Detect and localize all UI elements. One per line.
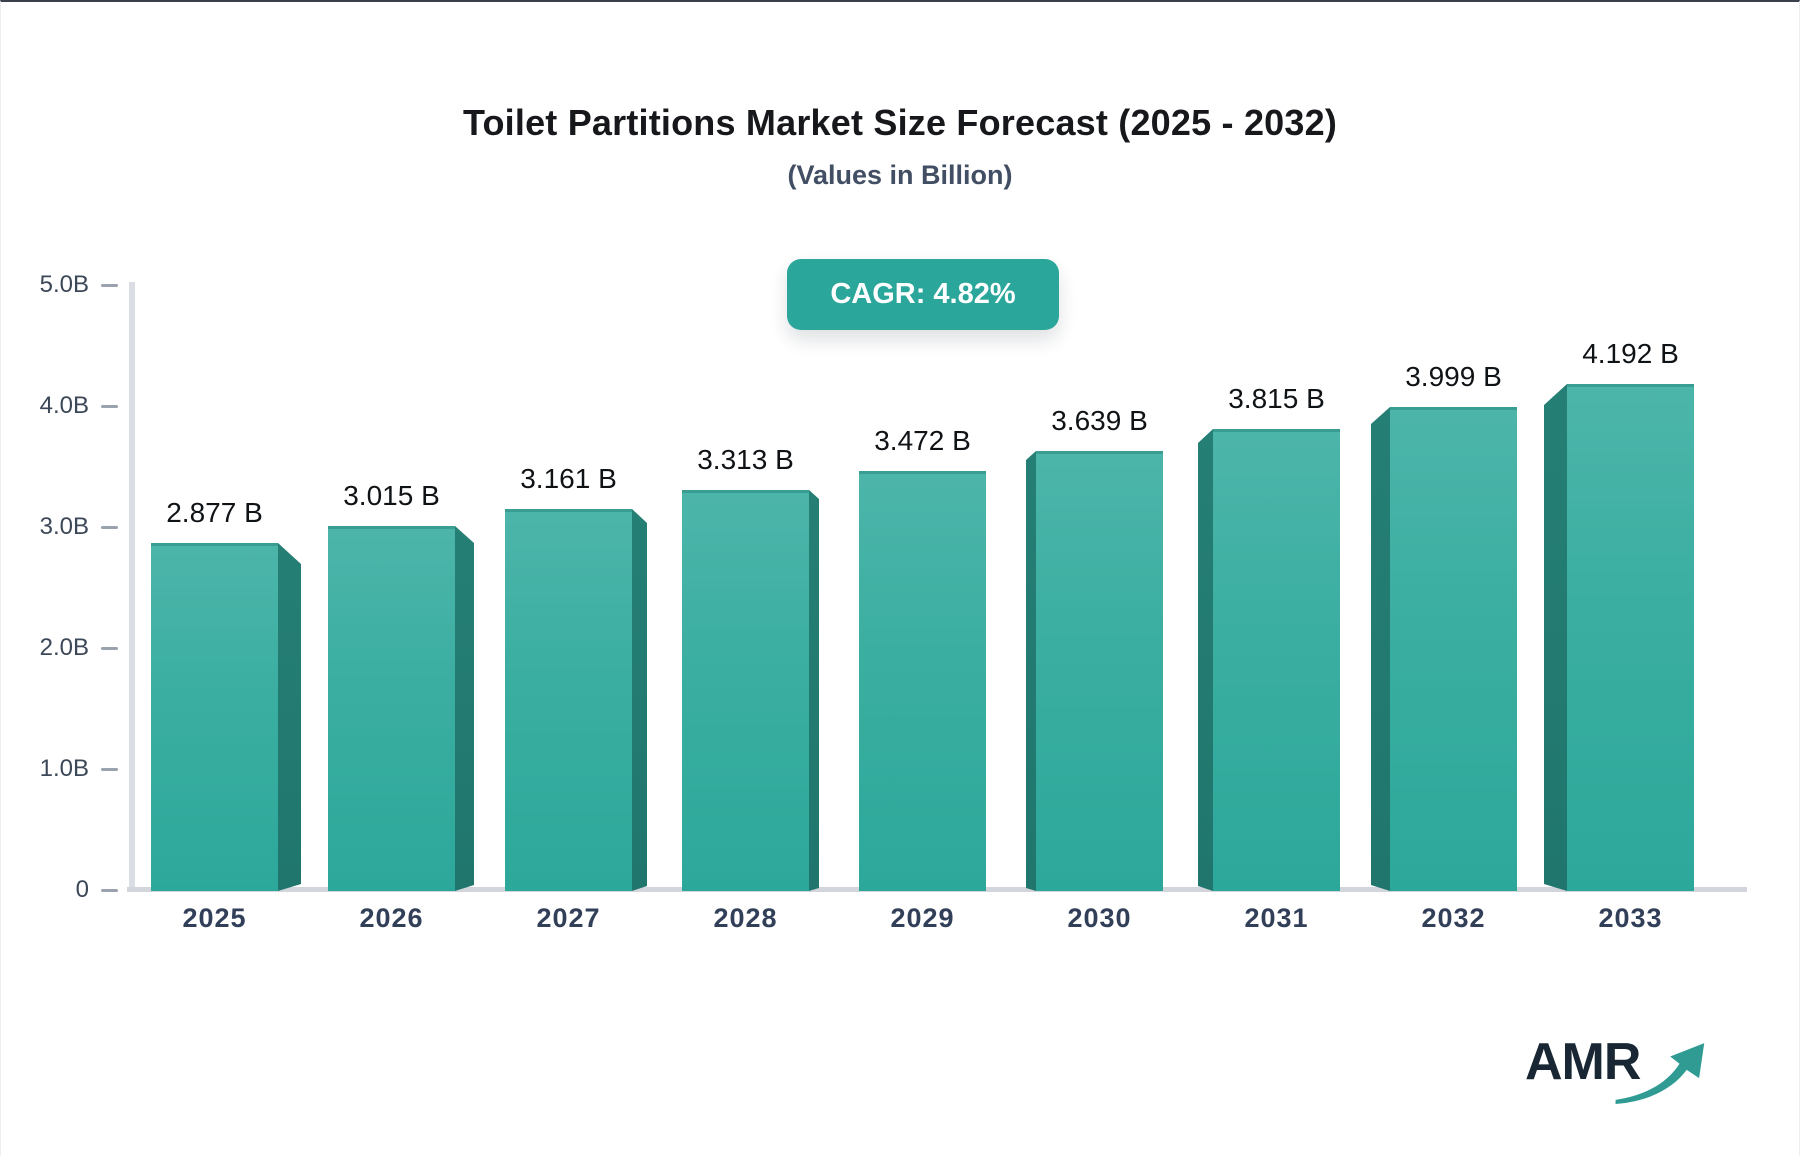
bar-value-label: 3.161 B [520,463,617,494]
bar-value-label: 3.313 B [697,444,794,475]
y-axis-tick-label: 0 [75,876,89,903]
x-axis-label-2031: 2031 [1244,903,1309,933]
bar-2027 [505,509,632,891]
bar-side-panel [455,526,474,891]
bar-2031 [1213,429,1340,891]
bar-value-label: 3.639 B [1051,405,1148,436]
y-axis-tick-mark [101,284,118,287]
x-axis-label-2030: 2030 [1067,903,1132,933]
trend-up-arrow-icon [1615,1043,1705,1104]
bar-value-label: 2.877 B [166,497,263,528]
y-axis-tick-mark [101,889,118,892]
x-axis-label-2026: 2026 [359,903,424,933]
bar-side-panel [1371,407,1390,891]
bar-2028 [682,490,809,891]
y-axis-tick-label: 3.0B [39,513,89,540]
y-axis-tick-label: 5.0B [39,271,89,298]
cagr-badge: CAGR: 4.82% [787,259,1059,330]
bar-value-label: 4.192 B [1582,338,1679,369]
y-axis-line [129,282,135,890]
chart-title: Toilet Partitions Market Size Forecast (… [462,102,1338,143]
bar-2029 [859,471,986,891]
y-axis-tick-mark [101,405,118,408]
amr-logo-text: AMR [1525,1033,1641,1091]
bar-side-panel [1198,429,1213,891]
bar-value-label: 3.472 B [874,425,971,456]
x-axis-label-2027: 2027 [536,903,601,933]
bar-side-panel [1544,384,1567,891]
y-axis-tick-label: 4.0B [39,392,89,419]
bar-side-panel [278,543,301,891]
bar-2025 [151,543,278,891]
bar-2030 [1036,451,1163,891]
chart-subtitle: (Values in Billion) [787,160,1013,190]
bar-side-panel [809,490,819,891]
bar-value-label: 3.015 B [343,480,440,511]
bar-value-label: 3.999 B [1405,361,1502,392]
x-axis-label-2028: 2028 [713,903,778,933]
amr-logo: AMR [1525,1032,1765,1112]
y-axis-tick-mark [101,526,118,529]
y-axis-tick-mark [101,768,118,771]
bar-2026 [328,526,455,891]
bar-side-panel [1026,451,1036,891]
bar-2033 [1567,384,1694,891]
x-axis-label-2029: 2029 [890,903,955,933]
y-axis-tick-label: 1.0B [39,755,89,782]
bar-value-label: 3.815 B [1228,383,1325,414]
x-axis-label-2032: 2032 [1421,903,1486,933]
x-axis-label-2033: 2033 [1598,903,1663,933]
y-axis-tick-label: 2.0B [39,634,89,661]
x-axis-label-2025: 2025 [182,903,247,933]
y-axis-tick-mark [101,647,118,650]
bar-side-panel [632,509,647,891]
bar-2032 [1390,407,1517,891]
